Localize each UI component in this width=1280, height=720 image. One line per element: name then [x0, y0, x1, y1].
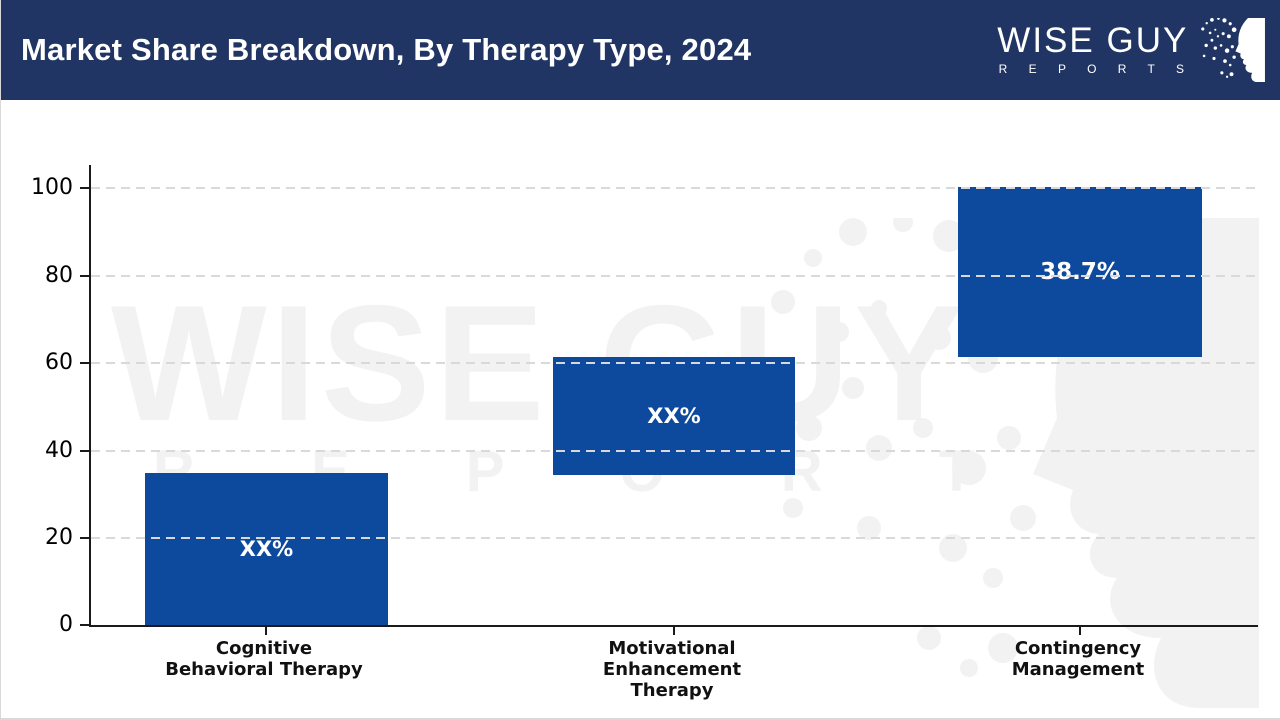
- gridline-40: [91, 450, 1258, 452]
- y-tick: [80, 275, 89, 277]
- y-tick-label: 100: [31, 175, 73, 200]
- plot-area: XX% XX% 38.7% 0 20 40 60 80 100: [31, 165, 1258, 637]
- logo-text-reports: R E P O R T S: [998, 62, 1193, 76]
- y-tick: [80, 450, 89, 452]
- header-band: Market Share Breakdown, By Therapy Type,…: [1, 0, 1280, 100]
- y-tick-label: 60: [45, 350, 73, 375]
- x-tick: [265, 627, 267, 635]
- y-tick-label: 0: [59, 612, 73, 637]
- bar-value-label: 38.7%: [1040, 259, 1120, 285]
- bar-value-label: XX%: [647, 404, 701, 428]
- logo-text-wiseguy: WISE GUY: [997, 21, 1189, 60]
- bar-cognitive-behavioral-therapy: XX%: [145, 473, 388, 625]
- gridline-100: [91, 187, 1258, 189]
- y-tick: [80, 537, 89, 539]
- logo-face-icon: [1201, 18, 1265, 82]
- bar-contingency-management: 38.7%: [958, 187, 1202, 357]
- wiseguy-logo: WISE GUY R E P O R T S: [993, 18, 1265, 82]
- y-tick: [80, 624, 89, 626]
- y-tick: [80, 362, 89, 364]
- gridline-20: [91, 537, 1258, 539]
- bar-value-label: XX%: [239, 537, 294, 561]
- x-category-label-motivational-enhancement-therapy: Motivational Enhancement Therapy: [602, 638, 742, 701]
- logo-wordmark: WISE GUY R E P O R T S: [993, 23, 1193, 77]
- x-tick: [673, 627, 675, 635]
- gridline-80: [91, 275, 1258, 277]
- y-tick: [80, 187, 89, 189]
- x-category-label-contingency-management: Contingency Management: [1011, 638, 1145, 680]
- gridline-60: [91, 362, 1258, 364]
- chart-title: Market Share Breakdown, By Therapy Type,…: [21, 32, 752, 67]
- x-category-label-cognitive-behavioral-therapy: Cognitive Behavioral Therapy: [165, 638, 363, 680]
- x-tick: [1079, 627, 1081, 635]
- y-tick-label: 40: [45, 438, 73, 463]
- y-tick-label: 20: [45, 525, 73, 550]
- y-tick-label: 80: [45, 263, 73, 288]
- bar-motivational-enhancement-therapy: XX%: [553, 357, 795, 475]
